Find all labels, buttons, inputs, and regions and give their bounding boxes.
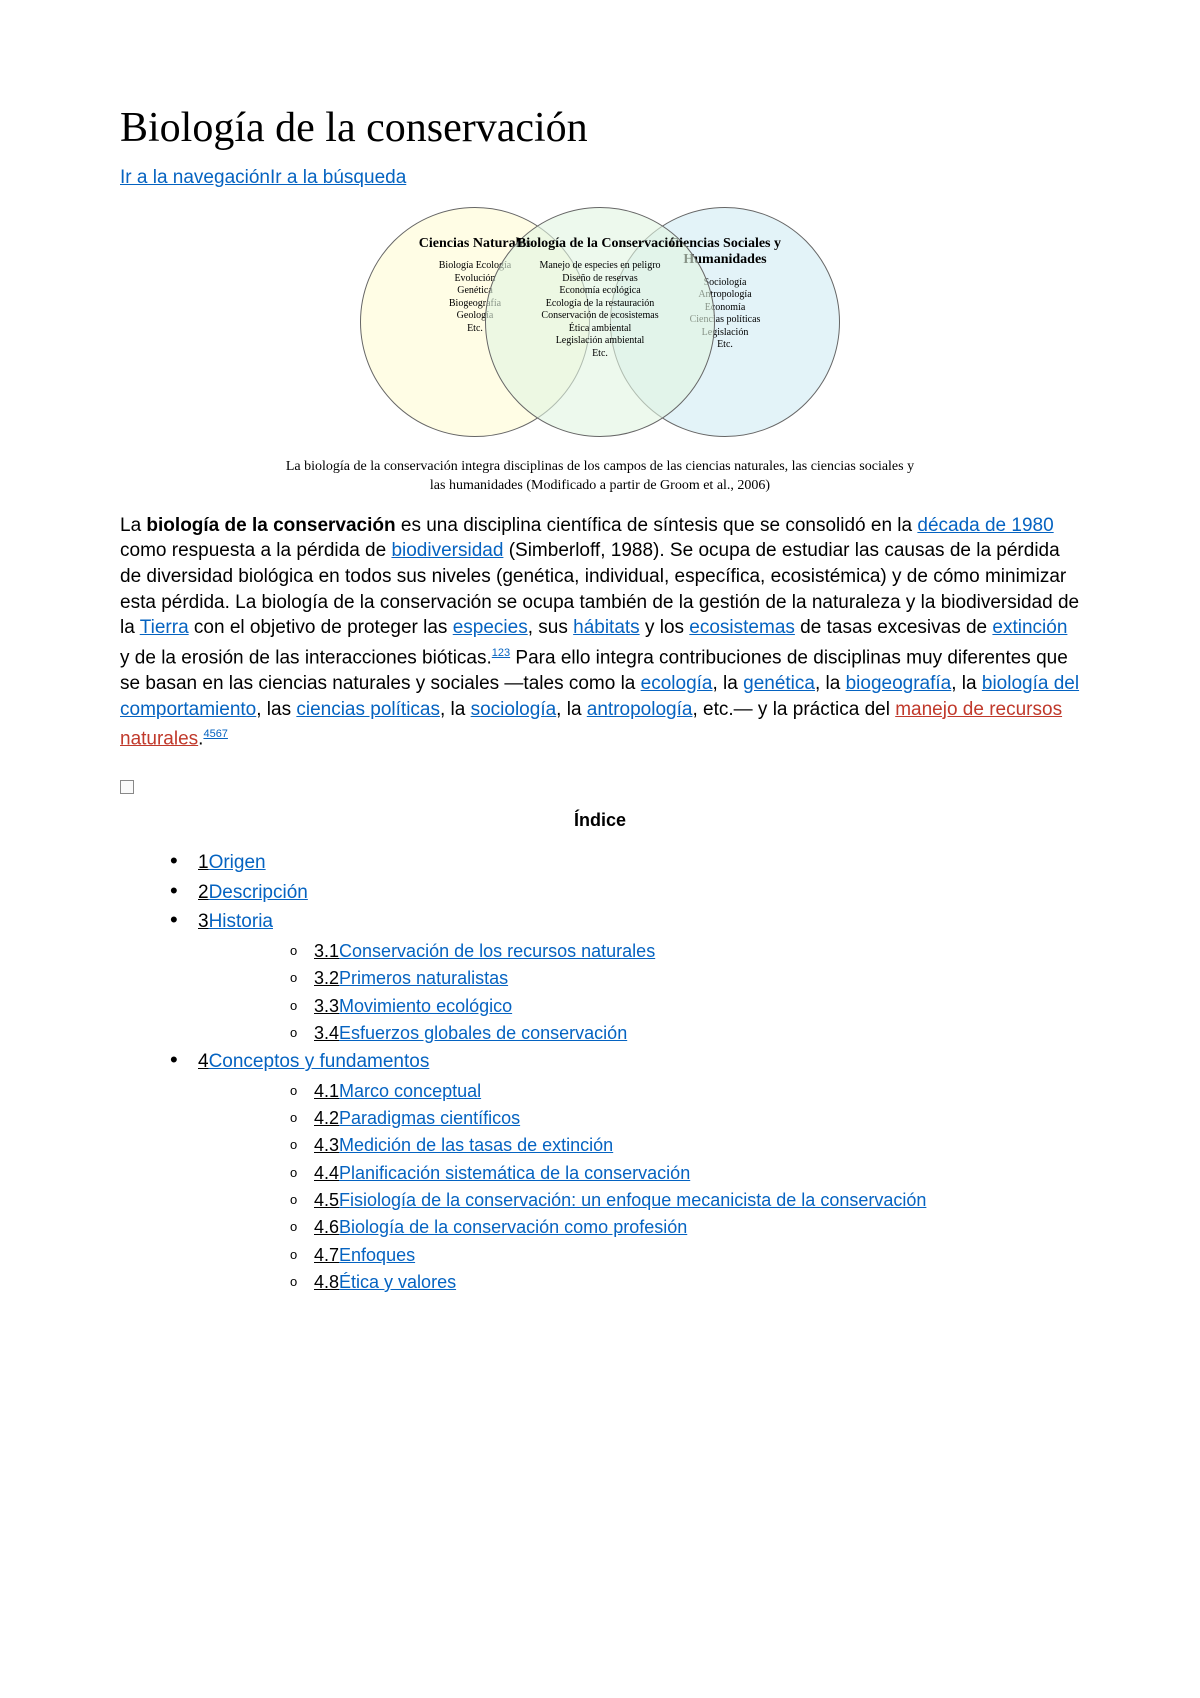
toc-link-num[interactable]: 3.1 [314,941,339,961]
text: , sus [528,617,573,638]
venn-items-2: Manejo de especies en peligro Diseño de … [504,260,696,360]
toc-link-label[interactable]: Esfuerzos globales de conservación [339,1023,627,1043]
nav-goto-navigation[interactable]: Ir a la navegación [120,167,270,188]
footnote-ref-123[interactable]: 123 [492,647,510,659]
toc-link-num[interactable]: 4.4 [314,1163,339,1183]
checkbox-icon[interactable] [120,780,134,794]
text: y los [640,617,690,638]
toc-sublist: 3.1Conservación de los recursos naturale… [170,939,1080,1045]
toc-item: 4Conceptos y fundamentos [170,1049,1080,1075]
toc-link-label[interactable]: Origen [209,852,266,873]
link-genetica[interactable]: genética [743,673,815,694]
toc-subitem: 3.4Esfuerzos globales de conservación [290,1021,1080,1045]
toc-link-label[interactable]: Conservación de los recursos naturales [339,941,655,961]
link-biogeografia[interactable]: biogeografía [846,673,952,694]
toc-link-num[interactable]: 3 [198,911,209,932]
toc-subitem: 4.5Fisiología de la conservación: un enf… [290,1188,1080,1212]
toc-item: 1Origen [170,850,1080,876]
toc-subitem: 4.7Enfoques [290,1243,1080,1267]
toc-toggle [120,774,1080,800]
toc-link-num[interactable]: 4.8 [314,1272,339,1292]
toc-link-num[interactable]: 4.7 [314,1245,339,1265]
toc-subitem: 3.2Primeros naturalistas [290,966,1080,990]
intro-paragraph: La biología de la conservación es una di… [120,513,1080,752]
toc-link-label[interactable]: Movimiento ecológico [339,996,512,1016]
venn-title-2: Biología de la Conservación [504,236,696,252]
bold-term: biología de la conservación [146,515,395,536]
toc-link-label[interactable]: Primeros naturalistas [339,968,508,988]
text: y de la erosión de las interacciones bió… [120,647,492,668]
toc-link-num[interactable]: 4 [198,1051,209,1072]
toc-item: 3Historia [170,909,1080,935]
toc-subitem: 3.1Conservación de los recursos naturale… [290,939,1080,963]
toc-subitem: 4.3Medición de las tasas de extinción [290,1133,1080,1157]
toc-link-label[interactable]: Paradigmas científicos [339,1108,520,1128]
page-title: Biología de la conservación [120,100,1080,157]
toc-link-label[interactable]: Conceptos y fundamentos [209,1051,430,1072]
text: , etc.— y la práctica del [692,699,895,720]
text: , las [256,699,296,720]
toc-link-label[interactable]: Fisiología de la conservación: un enfoqu… [339,1190,926,1210]
toc-item: 2Descripción [170,880,1080,906]
toc-list: 1Origen2Descripción3Historia3.1Conservac… [120,850,1080,1294]
toc-link-num[interactable]: 4.2 [314,1108,339,1128]
link-extincion[interactable]: extinción [992,617,1067,638]
link-ecosistemas[interactable]: ecosistemas [689,617,795,638]
toc-link-label[interactable]: Planificación sistemática de la conserva… [339,1163,690,1183]
toc-link-num[interactable]: 4.5 [314,1190,339,1210]
venn-caption: La biología de la conservación integra d… [280,458,920,494]
toc-subitem: 3.3Movimiento ecológico [290,994,1080,1018]
toc-subitem: 4.2Paradigmas científicos [290,1106,1080,1130]
toc-title: Índice [120,808,1080,832]
link-especies[interactable]: especies [453,617,528,638]
text: , la [713,673,744,694]
toc-link-label[interactable]: Historia [209,911,273,932]
toc-link-num[interactable]: 4.6 [314,1217,339,1237]
link-tierra[interactable]: Tierra [140,617,189,638]
text: es una disciplina científica de síntesis… [396,515,918,536]
toc-subitem: 4.8Ética y valores [290,1270,1080,1294]
text: de tasas excesivas de [795,617,993,638]
link-ciencias-politicas[interactable]: ciencias políticas [296,699,440,720]
link-biodiversidad[interactable]: biodiversidad [391,540,503,561]
toc-link-label[interactable]: Ética y valores [339,1272,456,1292]
toc-link-label[interactable]: Descripción [209,882,308,903]
nav-goto-search[interactable]: Ir a la búsqueda [270,167,406,188]
text: con el objetivo de proteger las [189,617,453,638]
link-ecologia[interactable]: ecología [641,673,713,694]
text: La [120,515,146,536]
text: , la [556,699,587,720]
toc-link-num[interactable]: 4.1 [314,1081,339,1101]
toc-subitem: 4.1Marco conceptual [290,1079,1080,1103]
text: , la [951,673,982,694]
toc-subitem: 4.6Biología de la conservación como prof… [290,1215,1080,1239]
toc-link-num[interactable]: 3.4 [314,1023,339,1043]
toc-link-num[interactable]: 1 [198,852,209,873]
toc-link-num[interactable]: 2 [198,882,209,903]
text: , la [440,699,471,720]
venn-circle-conservation-biology: Biología de la Conservación Manejo de es… [485,207,715,437]
toc-link-num[interactable]: 3.3 [314,996,339,1016]
toc-link-label[interactable]: Marco conceptual [339,1081,481,1101]
footnote-ref-4567[interactable]: 4567 [203,728,227,740]
toc-subitem: 4.4Planificación sistemática de la conse… [290,1161,1080,1185]
link-habitats[interactable]: hábitats [573,617,640,638]
link-decade-1980[interactable]: década de 1980 [917,515,1053,536]
nav-links: Ir a la navegaciónIr a la búsqueda [120,165,1080,191]
toc-link-label[interactable]: Biología de la conservación como profesi… [339,1217,687,1237]
toc-link-label[interactable]: Medición de las tasas de extinción [339,1135,613,1155]
link-antropologia[interactable]: antropología [587,699,693,720]
toc-sublist: 4.1Marco conceptual4.2Paradigmas científ… [170,1079,1080,1294]
toc-link-num[interactable]: 4.3 [314,1135,339,1155]
text: , la [815,673,846,694]
venn-diagram: Ciencias Naturales Biología Ecología Evo… [120,202,1080,494]
link-sociologia[interactable]: sociología [471,699,557,720]
text: como respuesta a la pérdida de [120,540,391,561]
toc-link-label[interactable]: Enfoques [339,1245,415,1265]
toc-link-num[interactable]: 3.2 [314,968,339,988]
